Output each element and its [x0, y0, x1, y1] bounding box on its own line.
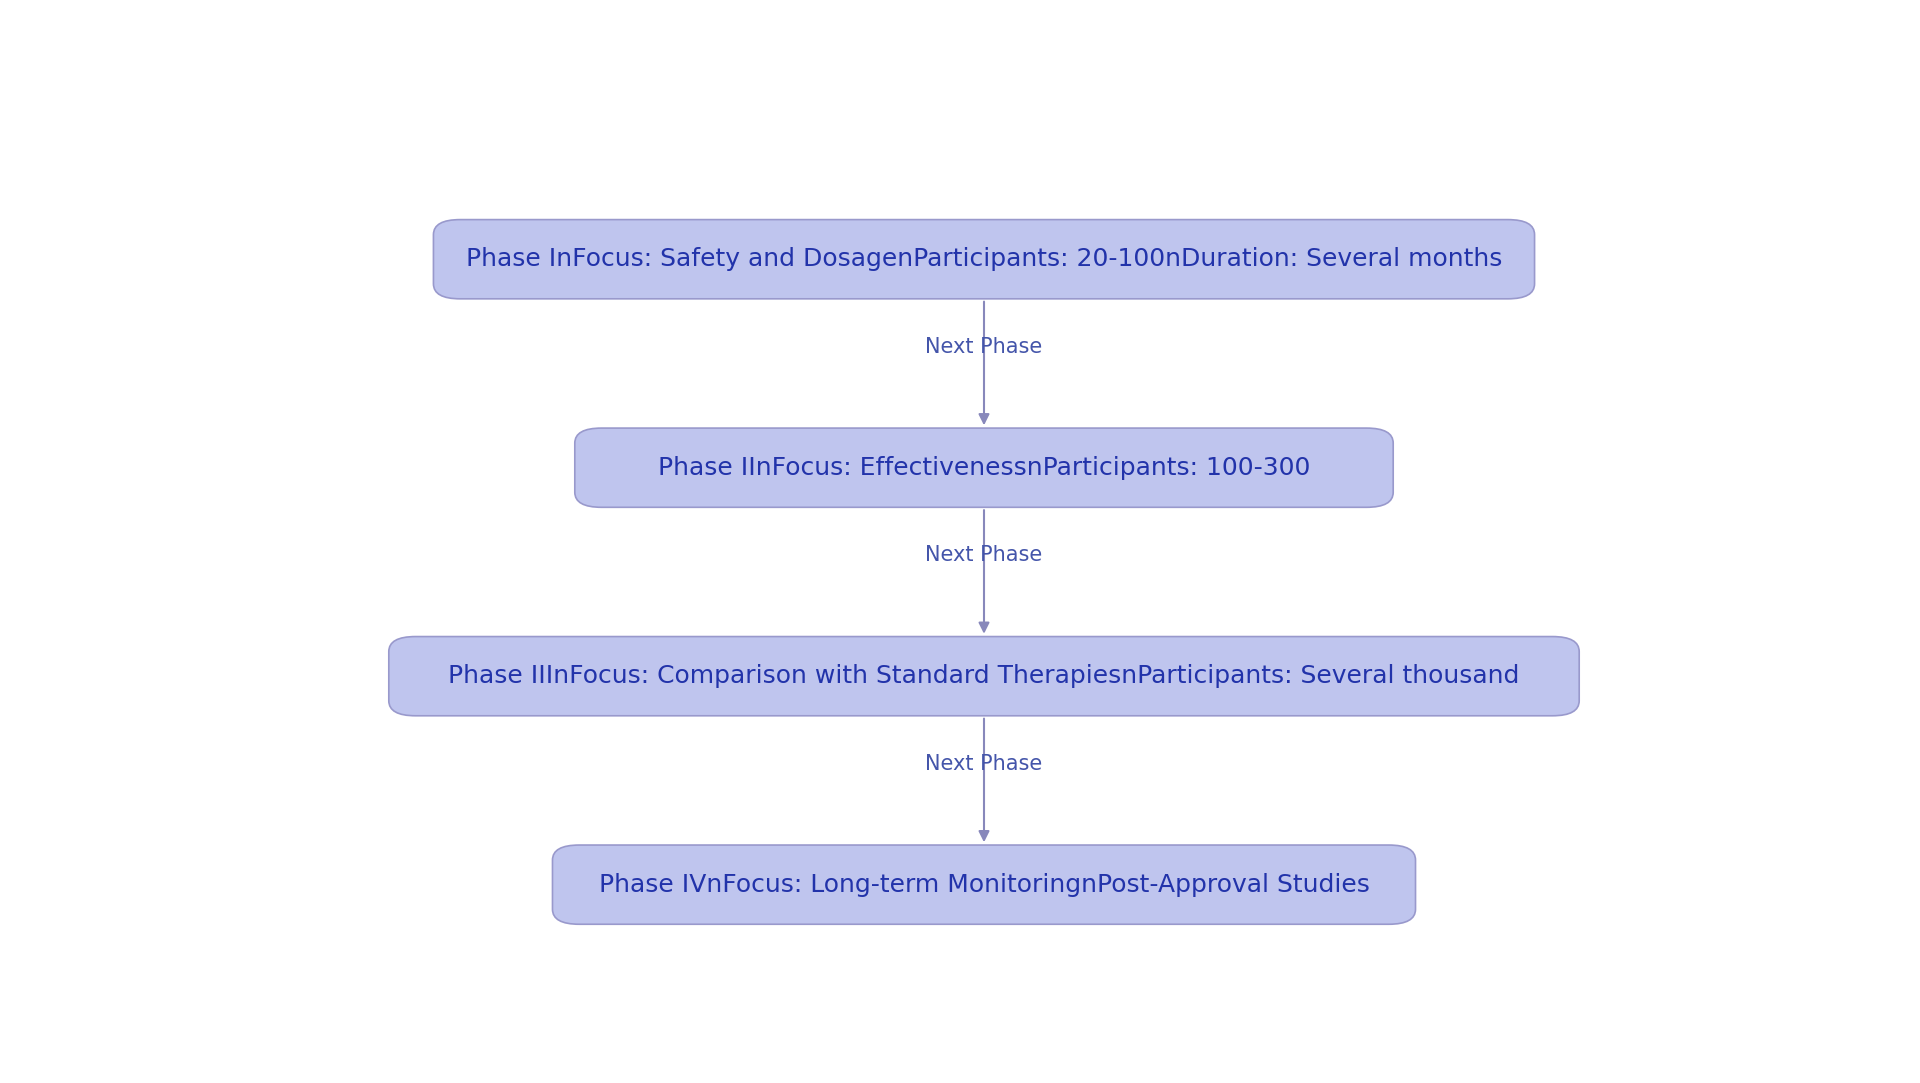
FancyBboxPatch shape — [574, 428, 1394, 507]
Text: Next Phase: Next Phase — [925, 754, 1043, 773]
Text: Next Phase: Next Phase — [925, 337, 1043, 356]
FancyBboxPatch shape — [388, 637, 1578, 716]
Text: Phase InFocus: Safety and DosagenParticipants: 20-100nDuration: Several months: Phase InFocus: Safety and DosagenPartici… — [467, 247, 1501, 271]
Text: Next Phase: Next Phase — [925, 545, 1043, 565]
Text: Phase IVnFocus: Long-term MonitoringnPost-Approval Studies: Phase IVnFocus: Long-term MonitoringnPos… — [599, 873, 1369, 897]
FancyBboxPatch shape — [434, 220, 1534, 299]
Text: Phase IInFocus: EffectivenessnParticipants: 100-300: Phase IInFocus: EffectivenessnParticipan… — [659, 456, 1309, 480]
Text: Phase IIInFocus: Comparison with Standard TherapiesnParticipants: Several thousa: Phase IIInFocus: Comparison with Standar… — [447, 664, 1521, 688]
FancyBboxPatch shape — [553, 845, 1415, 924]
